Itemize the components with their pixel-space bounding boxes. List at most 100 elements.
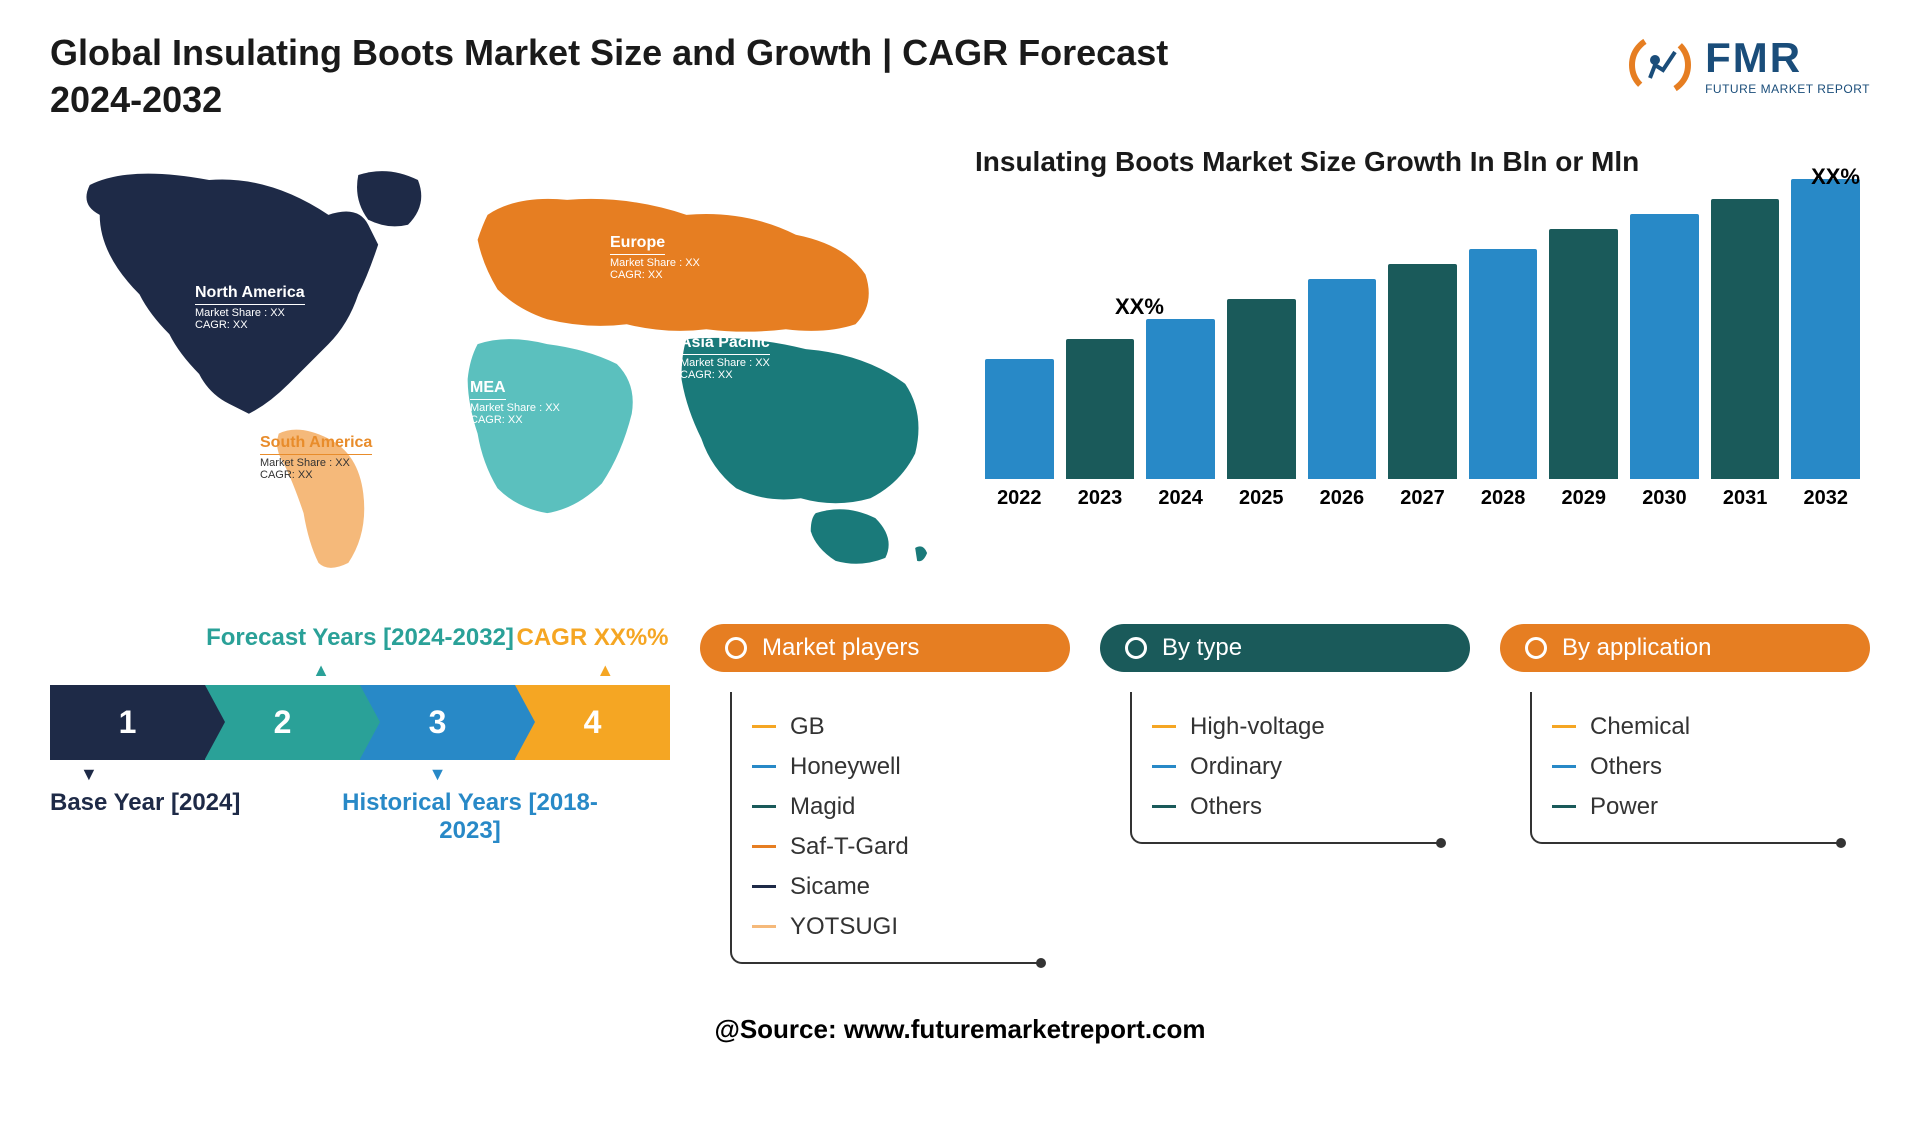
bar-year-label: 2032 [1803,487,1848,510]
bar-2022: 2022 [985,359,1054,510]
marker-icon [1552,805,1576,808]
bar-2023: 2023 [1066,339,1135,510]
marker-icon [752,765,776,768]
forecast-years-label: Forecast Years [2024-2032] [205,624,515,652]
bar-2032: 2032 [1791,179,1860,510]
bar-year-label: 2029 [1562,487,1607,510]
bar-year-label: 2023 [1078,487,1123,510]
bar-rect [1388,264,1457,479]
category-item-label: Ordinary [1190,753,1282,781]
historical-years-label: Historical Years [2018-2023] [340,789,600,845]
world-map: North AmericaMarket Share : XXCAGR: XXSo… [50,144,945,584]
bar-year-label: 2024 [1158,487,1203,510]
category-box: By application Chemical Others Power [1500,624,1870,964]
marker-icon [1152,725,1176,728]
timeline-step-2: 2 [205,685,360,760]
category-item: Others [1152,787,1440,827]
region-label-eu: Europe Market Share : XXCAGR: XX [610,234,700,281]
category-item-label: Others [1590,753,1662,781]
bar-chart: Insulating Boots Market Size Growth In B… [975,144,1870,584]
arrow-icon: ▼ [360,764,515,785]
bar-year-label: 2030 [1642,487,1687,510]
marker-icon [752,725,776,728]
category-item: Saf-T-Gard [752,827,1040,867]
category-item-label: Honeywell [790,753,901,781]
region-name: Asia Pacific [680,334,770,355]
region-label-ap: Asia PacificMarket Share : XXCAGR: XX [680,334,770,381]
page-title: Global Insulating Boots Market Size and … [50,30,1250,124]
region-share: Market Share : XX [260,457,372,469]
region-cagr: CAGR: XX [260,469,372,481]
region-name: North America [195,284,305,305]
bar-year-label: 2028 [1481,487,1526,510]
category-item: Ordinary [1152,747,1440,787]
category-box: By type High-voltage Ordinary Others [1100,624,1470,964]
category-header: By application [1500,624,1870,672]
region-cagr: CAGR: XX [470,414,560,426]
region-name: South America [260,434,372,455]
arrow-icon: ▲ [256,660,385,681]
category-header: By type [1100,624,1470,672]
marker-icon [1552,765,1576,768]
bar-2026: 2026 [1308,279,1377,510]
timeline-step-4: 4 [515,685,670,760]
marker-icon [1552,725,1576,728]
region-name: MEA [470,379,506,400]
category-item-label: Magid [790,793,855,821]
region-share: Market Share : XX [610,257,700,269]
bar-2025: 2025 [1227,299,1296,510]
chart-end-label: XX% [1811,164,1860,190]
bar-2031: 2031 [1711,199,1780,510]
region-label-na: North AmericaMarket Share : XXCAGR: XX [195,284,305,331]
category-item-label: YOTSUGI [790,913,898,941]
category-item-label: Chemical [1590,713,1690,741]
region-cagr: CAGR: XX [195,319,305,331]
region-share: Market Share : XX [470,402,560,414]
bar-rect [985,359,1054,479]
chart-start-label: XX% [1115,294,1164,320]
category-item: High-voltage [1152,707,1440,747]
category-bracket: High-voltage Ordinary Others [1130,692,1440,844]
category-bracket: GBHoneywellMagidSaf-T-GardSicameYOTSUGI [730,692,1040,964]
bar-year-label: 2025 [1239,487,1284,510]
category-item-label: Power [1590,793,1658,821]
arrow-icon: ▲ [541,660,670,681]
bar-year-label: 2022 [997,487,1042,510]
logo-icon [1625,30,1695,100]
marker-icon [1152,805,1176,808]
timeline: Forecast Years [2024-2032] CAGR XX%% ▲ ▲… [50,624,670,964]
chart-title: Insulating Boots Market Size Growth In B… [975,144,1870,180]
bar-2030: 2030 [1630,214,1699,510]
category-box: Market playersGBHoneywellMagidSaf-T-Gard… [700,624,1070,964]
category-item-label: Saf-T-Gard [790,833,909,861]
category-header: Market players [700,624,1070,672]
bar-rect [1469,249,1538,479]
logo: FMR FUTURE MARKET REPORT [1625,30,1870,100]
category-bracket: Chemical Others Power [1530,692,1840,844]
map-svg [50,144,945,584]
logo-text-main: FMR [1705,34,1870,82]
bar-2029: 2029 [1549,229,1618,510]
bar-rect [1308,279,1377,479]
category-item: Chemical [1552,707,1840,747]
category-item: Magid [752,787,1040,827]
bar-rect [1146,319,1215,479]
source-attribution: @Source: www.futuremarketreport.com [50,1014,1870,1045]
region-cagr: CAGR: XX [680,369,770,381]
bar-rect [1630,214,1699,479]
marker-icon [1152,765,1176,768]
marker-icon [752,805,776,808]
category-item: YOTSUGI [752,907,1040,947]
bar-year-label: 2026 [1320,487,1365,510]
bar-rect [1791,179,1860,479]
bar-2028: 2028 [1469,249,1538,510]
bar-rect [1549,229,1618,479]
category-item-label: Sicame [790,873,870,901]
region-cagr: CAGR: XX [610,269,700,281]
timeline-step-3: 3 [360,685,515,760]
region-name: Europe [610,234,665,255]
cagr-label: CAGR XX%% [515,624,670,652]
category-item: Power [1552,787,1840,827]
marker-icon [752,885,776,888]
category-item: Others [1552,747,1840,787]
